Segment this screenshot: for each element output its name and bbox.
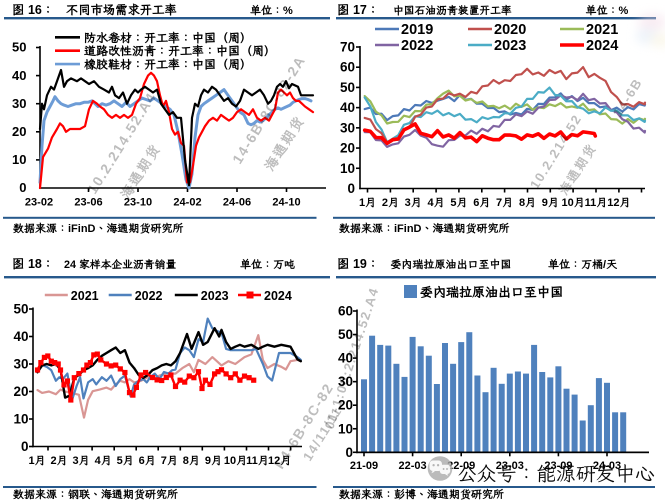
svg-text:14-6B: 14-6B xyxy=(610,75,645,119)
svg-text:7月: 7月 xyxy=(161,455,178,467)
svg-text:2024: 2024 xyxy=(586,38,618,54)
svg-text:50: 50 xyxy=(338,327,353,342)
svg-text:数据来源：钢联、海通期货研究所: 数据来源：钢联、海通期货研究所 xyxy=(13,488,178,500)
svg-text:10: 10 xyxy=(12,152,26,167)
svg-text:9月: 9月 xyxy=(542,197,559,209)
svg-text:橡胶鞋材：开工率：中国（周）: 橡胶鞋材：开工率：中国（周） xyxy=(84,58,252,72)
svg-text:23-09: 23-09 xyxy=(544,460,572,472)
svg-text:数据来源：彭博、海通期货研究所: 数据来源：彭博、海通期货研究所 xyxy=(339,488,504,500)
svg-text:3月: 3月 xyxy=(405,197,422,209)
svg-text:8月: 8月 xyxy=(519,197,536,209)
svg-text:24-06: 24-06 xyxy=(223,197,251,209)
svg-text:12月: 12月 xyxy=(607,197,630,209)
svg-text:10: 10 xyxy=(338,421,353,436)
svg-text:6月: 6月 xyxy=(473,197,490,209)
svg-text:图 18：: 图 18： xyxy=(12,257,54,271)
svg-text:防水卷材：开工率：中国（周）: 防水卷材：开工率：中国（周） xyxy=(84,31,252,45)
svg-text:不同市场需求开工率: 不同市场需求开工率 xyxy=(66,3,177,17)
svg-text:24-03: 24-03 xyxy=(593,460,621,472)
svg-text:2023: 2023 xyxy=(494,38,526,54)
svg-text:2022: 2022 xyxy=(135,289,163,303)
svg-text:70: 70 xyxy=(340,40,355,55)
svg-text:2024: 2024 xyxy=(264,289,292,303)
svg-text:5月: 5月 xyxy=(450,197,467,209)
svg-text:11月: 11月 xyxy=(246,455,269,467)
svg-text:道路改性沥青：开工率：中国（周）: 道路改性沥青：开工率：中国（周） xyxy=(84,44,276,58)
svg-text:中国石油沥青装置开工率: 中国石油沥青装置开工率 xyxy=(393,4,512,17)
svg-text:23-03: 23-03 xyxy=(496,460,524,472)
svg-text:10: 10 xyxy=(340,161,355,176)
svg-text:30: 30 xyxy=(13,357,28,372)
svg-text:50: 50 xyxy=(340,80,355,95)
svg-text:20: 20 xyxy=(338,398,353,413)
svg-text:21-09: 21-09 xyxy=(350,460,378,472)
svg-text:6月: 6月 xyxy=(139,455,156,467)
svg-text:数据来源：iFinD、海通期货研究所: 数据来源：iFinD、海通期货研究所 xyxy=(13,222,184,235)
svg-text:10月: 10月 xyxy=(561,197,584,209)
svg-text:30: 30 xyxy=(338,374,353,389)
svg-text:40: 40 xyxy=(338,351,353,366)
svg-text:0: 0 xyxy=(21,439,29,454)
svg-text:0: 0 xyxy=(347,181,355,196)
svg-text:2022: 2022 xyxy=(401,38,433,54)
svg-text:2021: 2021 xyxy=(71,289,99,303)
svg-text:24 家样本企业沥青销量: 24 家样本企业沥青销量 xyxy=(64,258,176,271)
svg-text:4月: 4月 xyxy=(95,455,112,467)
svg-text:40: 40 xyxy=(13,329,28,344)
svg-text:0: 0 xyxy=(345,445,353,460)
svg-text:2020: 2020 xyxy=(494,22,526,38)
svg-text:数据来源：iFinD、海通期货研究所: 数据来源：iFinD、海通期货研究所 xyxy=(339,222,510,235)
svg-text:50: 50 xyxy=(12,40,26,55)
svg-text:30: 30 xyxy=(340,120,355,135)
svg-text:单位：万桶/天: 单位：万桶/天 xyxy=(548,258,618,271)
svg-text:20: 20 xyxy=(340,141,355,156)
svg-text:1月: 1月 xyxy=(28,455,45,467)
svg-text:40: 40 xyxy=(12,68,26,83)
svg-text:图 17：: 图 17： xyxy=(337,3,379,17)
svg-text:5月: 5月 xyxy=(117,455,134,467)
svg-text:10月: 10月 xyxy=(224,455,247,467)
svg-text:22-09: 22-09 xyxy=(447,460,475,472)
svg-text:20: 20 xyxy=(12,124,26,139)
svg-text:委内瑞拉原油出口至中国: 委内瑞拉原油出口至中国 xyxy=(391,258,512,271)
svg-text:22-03: 22-03 xyxy=(399,460,427,472)
svg-text:10: 10 xyxy=(13,412,28,427)
svg-text:23-10: 23-10 xyxy=(124,197,152,209)
svg-text:8月: 8月 xyxy=(183,455,200,467)
svg-text:2021: 2021 xyxy=(586,22,618,38)
svg-text:24-02: 24-02 xyxy=(173,197,201,209)
svg-text:23-06: 23-06 xyxy=(74,197,102,209)
svg-text:24-10: 24-10 xyxy=(272,197,300,209)
svg-text:2月: 2月 xyxy=(50,455,67,467)
svg-text:单位：万吨: 单位：万吨 xyxy=(240,258,296,271)
svg-text:30: 30 xyxy=(12,96,26,111)
svg-text:60: 60 xyxy=(338,304,353,319)
svg-text:9月: 9月 xyxy=(205,455,222,467)
svg-text:图 19：: 图 19： xyxy=(337,257,379,271)
svg-text:11月: 11月 xyxy=(585,197,608,209)
svg-text:2023: 2023 xyxy=(201,289,229,303)
svg-text:单位：%: 单位：% xyxy=(250,4,293,17)
svg-text:23-02: 23-02 xyxy=(25,197,53,209)
svg-text:3月: 3月 xyxy=(73,455,90,467)
svg-text:2月: 2月 xyxy=(382,197,399,209)
svg-text:1月: 1月 xyxy=(359,197,376,209)
svg-text:2019: 2019 xyxy=(401,22,433,38)
svg-text:0: 0 xyxy=(19,180,26,195)
svg-text:单位：%: 单位：% xyxy=(586,4,629,17)
svg-text:20: 20 xyxy=(13,384,28,399)
svg-text:60: 60 xyxy=(340,60,355,75)
svg-text:7月: 7月 xyxy=(496,197,513,209)
svg-text:4月: 4月 xyxy=(428,197,445,209)
svg-text:50: 50 xyxy=(13,302,28,317)
svg-text:40: 40 xyxy=(340,100,355,115)
svg-text:图 16：: 图 16： xyxy=(12,3,54,17)
svg-text:委内瑞拉原油出口至中国: 委内瑞拉原油出口至中国 xyxy=(420,285,563,300)
svg-text:12月: 12月 xyxy=(268,455,291,467)
svg-text:公众号：能源研发中心: 公众号：能源研发中心 xyxy=(457,464,655,486)
